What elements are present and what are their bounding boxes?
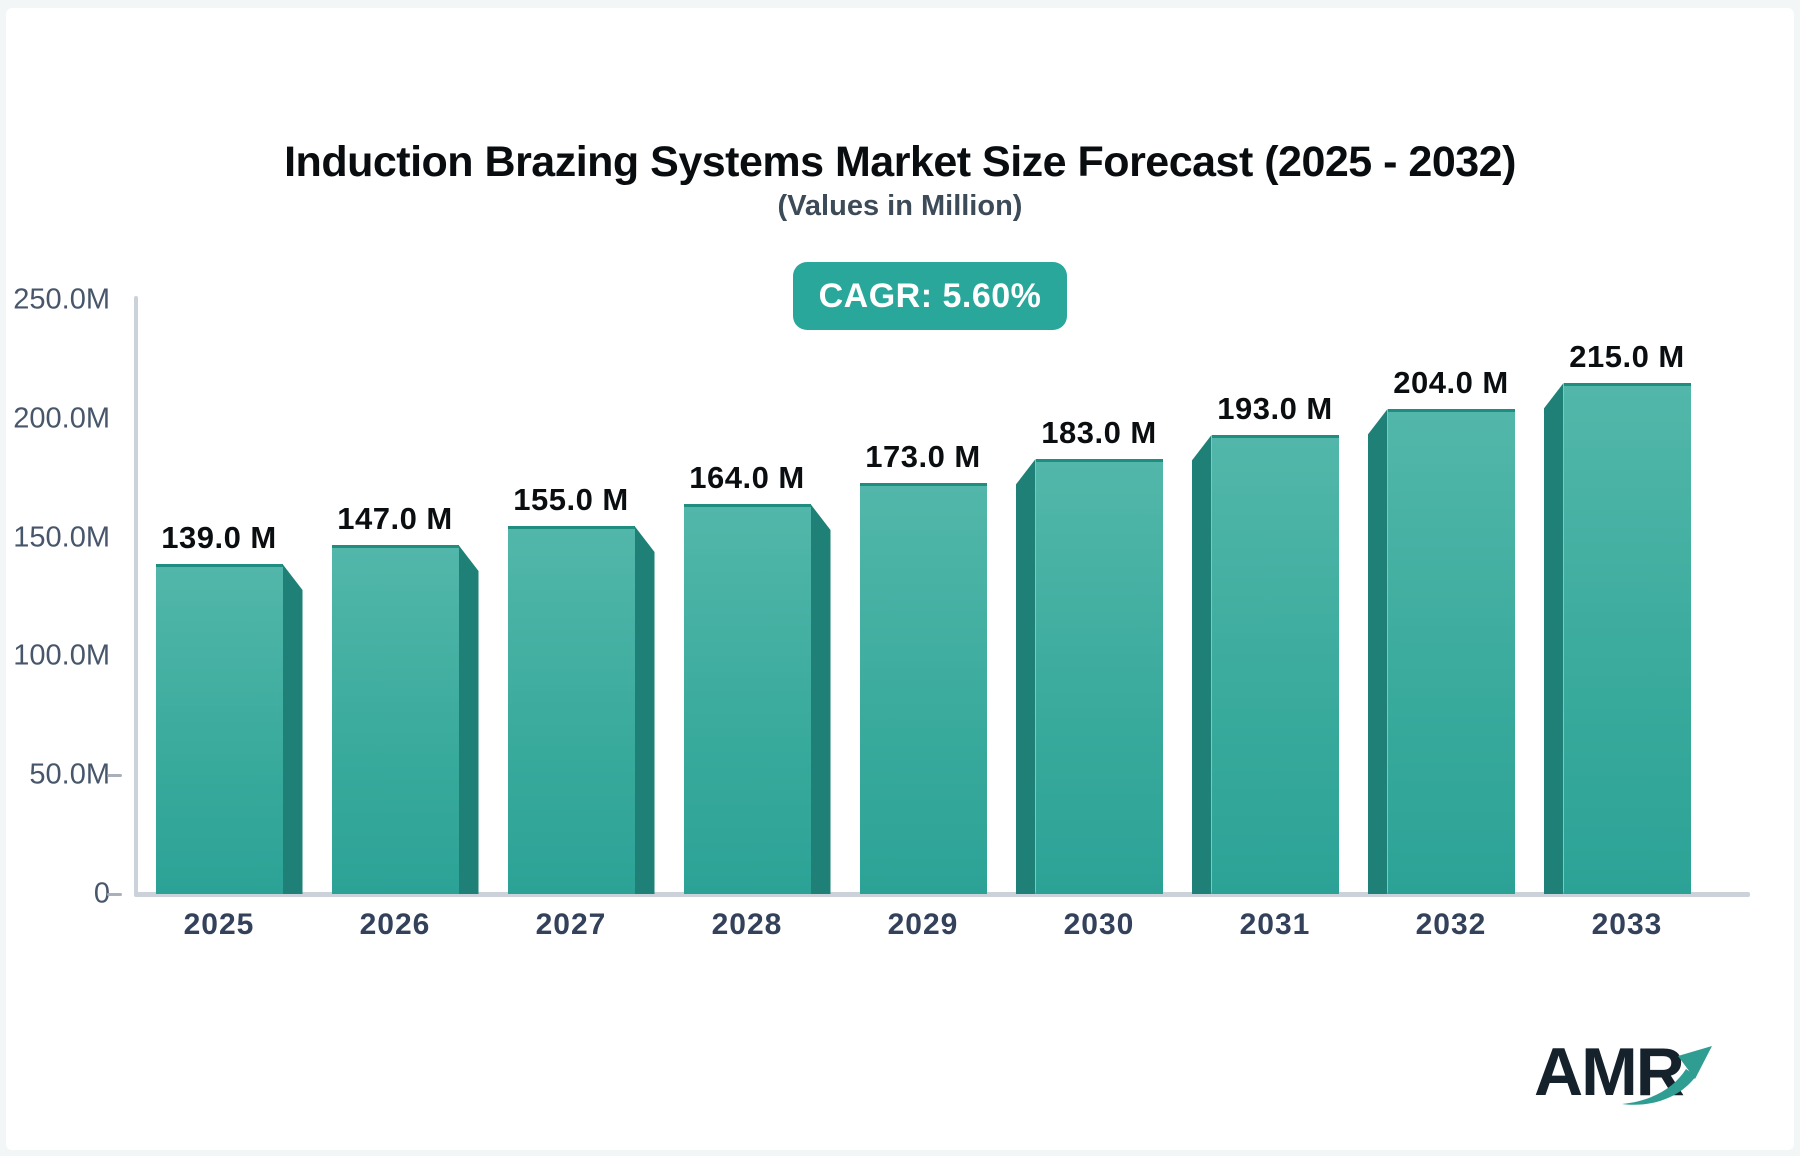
x-axis-label: 2030 [1063,908,1135,941]
bar-face [859,483,987,894]
bar-side-face [810,504,831,894]
y-axis-tick [107,774,122,778]
bar-value-label: 139.0 M [161,520,277,555]
x-axis-label: 2031 [1239,908,1311,941]
bar-face [1563,383,1691,894]
y-axis-tick [107,893,122,896]
bar-face [331,545,459,894]
bar-side-face [634,526,655,894]
y-axis-label: 200.0M [13,402,110,435]
y-axis-label: 150.0M [13,521,110,554]
bar-face [1211,435,1339,894]
bar-2029 [859,483,987,894]
y-axis-label: 50.0M [29,758,110,791]
bar-value-label: 204.0 M [1393,365,1509,400]
bar-value-label: 173.0 M [865,439,981,474]
chart-card: Induction Brazing Systems Market Size Fo… [6,8,1794,1150]
y-axis-label: 100.0M [13,639,110,672]
amr-logo: AMR [1534,1036,1784,1126]
chart-title: Induction Brazing Systems Market Size Fo… [284,138,1516,186]
x-axis-label: 2029 [887,908,959,941]
bar-side-face [1367,409,1388,894]
bar-2030 [1015,459,1163,894]
x-axis-label: 2027 [535,908,607,941]
bar-2025 [155,564,303,894]
bar-2032 [1367,409,1515,894]
bar-value-label: 164.0 M [689,460,805,495]
bar-side-face [1543,383,1564,894]
bar-face [683,504,811,894]
bar-face [507,526,635,894]
bar-2031 [1191,435,1339,894]
bar-side-face [1015,459,1036,894]
x-axis-label: 2026 [359,908,431,941]
chart-subtitle: (Values in Million) [777,190,1023,222]
x-axis-line [134,892,1750,897]
bar-side-face [1191,435,1212,894]
bar-side-face [282,564,303,894]
bar-value-label: 183.0 M [1041,415,1157,450]
y-axis-label: 250.0M [13,283,110,316]
y-axis-label: 0 [93,877,110,910]
bar-value-label: 147.0 M [337,501,453,536]
cagr-badge: CAGR: 5.60% [793,262,1067,330]
y-axis-line [134,296,138,896]
x-axis-label: 2025 [183,908,255,941]
bar-face [1387,409,1515,894]
x-axis-label: 2032 [1415,908,1487,941]
x-axis-label: 2028 [711,908,783,941]
bar-2026 [331,545,479,894]
bar-face [155,564,283,894]
bar-value-label: 155.0 M [513,482,629,517]
bar-2028 [683,504,831,894]
bar-value-label: 215.0 M [1569,339,1685,374]
bar-2027 [507,526,655,894]
bar-2033 [1543,383,1691,894]
bar-side-face [458,545,479,894]
bar-face [1035,459,1163,894]
growth-arrow-icon [1622,1046,1712,1105]
bar-value-label: 193.0 M [1217,391,1333,426]
x-axis-label: 2033 [1591,908,1663,941]
